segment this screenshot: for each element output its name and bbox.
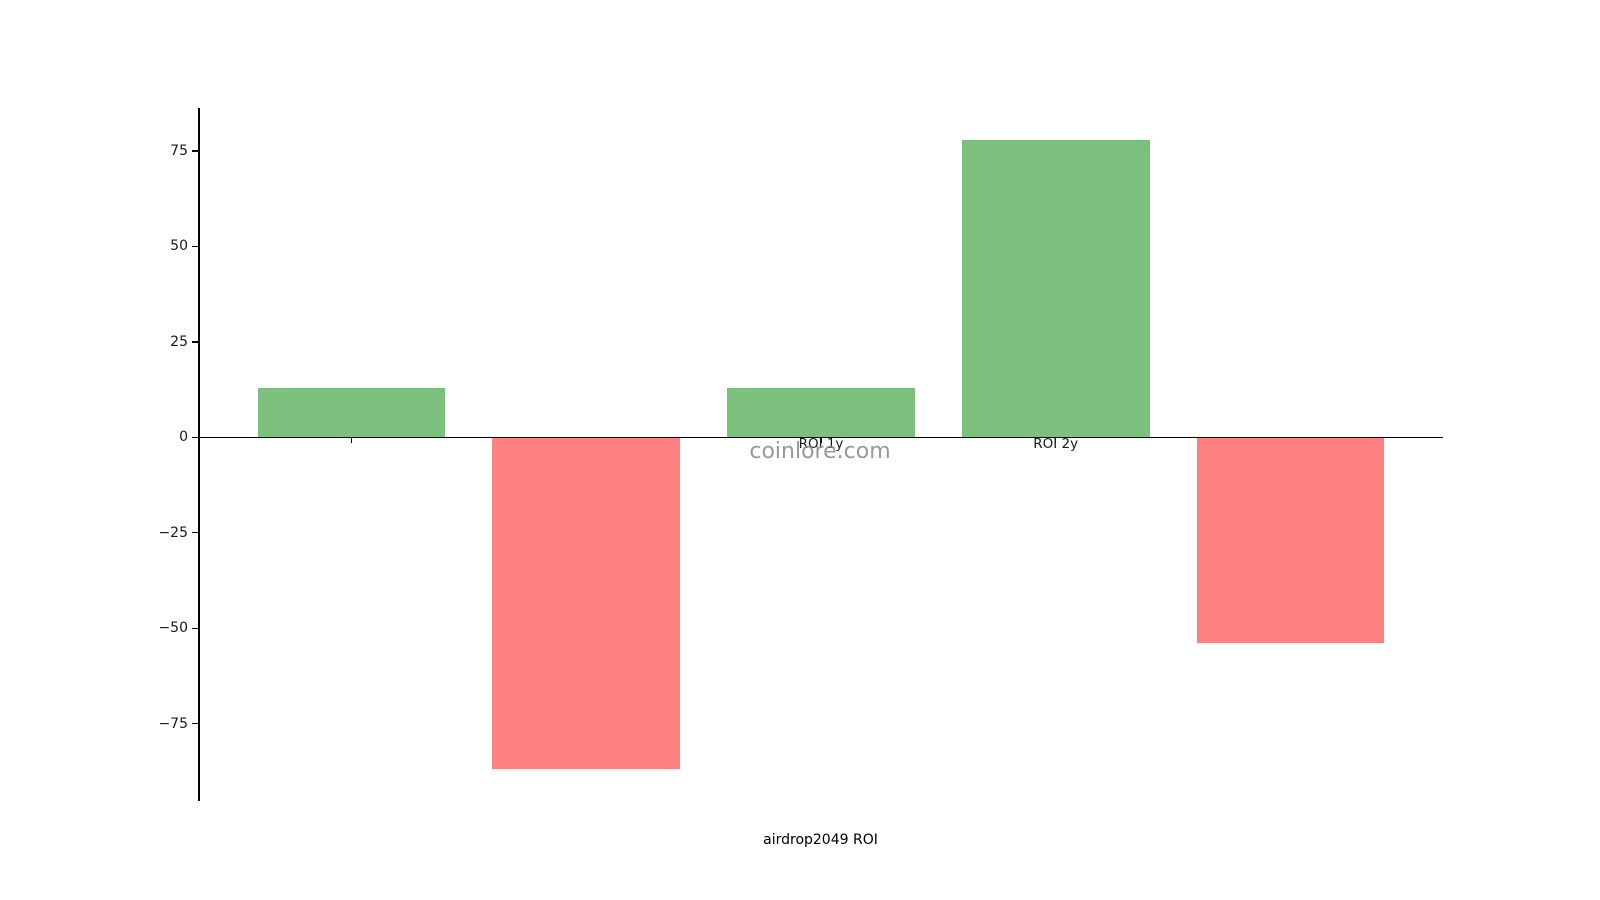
y-tick-mark <box>191 532 199 534</box>
x-axis-zero-line <box>199 436 1443 438</box>
bar-column-2 <box>492 437 681 770</box>
y-tick-mark <box>191 722 199 725</box>
x-tick-mark <box>350 437 353 443</box>
y-tick-label: 75 <box>170 142 188 159</box>
y-tick-label: 0 <box>179 429 188 446</box>
watermark: coinlore.com <box>749 439 891 464</box>
bar-roi-2y <box>961 139 1150 438</box>
y-tick-label: −75 <box>158 715 188 732</box>
x-tick-mark <box>1055 437 1057 443</box>
y-tick-label: −25 <box>158 524 188 541</box>
bar-column-5 <box>1196 437 1385 644</box>
y-axis-line <box>198 108 200 801</box>
y-tick-mark <box>191 341 199 343</box>
x-tick-label: ROI 2y <box>1033 436 1079 453</box>
bar-roi-1y <box>727 387 915 438</box>
y-tick-label: 25 <box>170 333 188 350</box>
y-tick-mark <box>191 627 199 629</box>
y-tick-mark <box>191 150 199 152</box>
chart-title: airdrop2049 ROI <box>763 832 878 848</box>
y-tick-label: 50 <box>170 238 188 255</box>
x-tick-mark <box>820 437 822 443</box>
y-tick-mark <box>191 245 199 248</box>
y-tick-label: −50 <box>158 620 188 637</box>
x-tick-label: ROI 1y <box>798 436 844 453</box>
bar-column-1 <box>257 387 446 438</box>
y-tick-mark <box>191 436 199 438</box>
